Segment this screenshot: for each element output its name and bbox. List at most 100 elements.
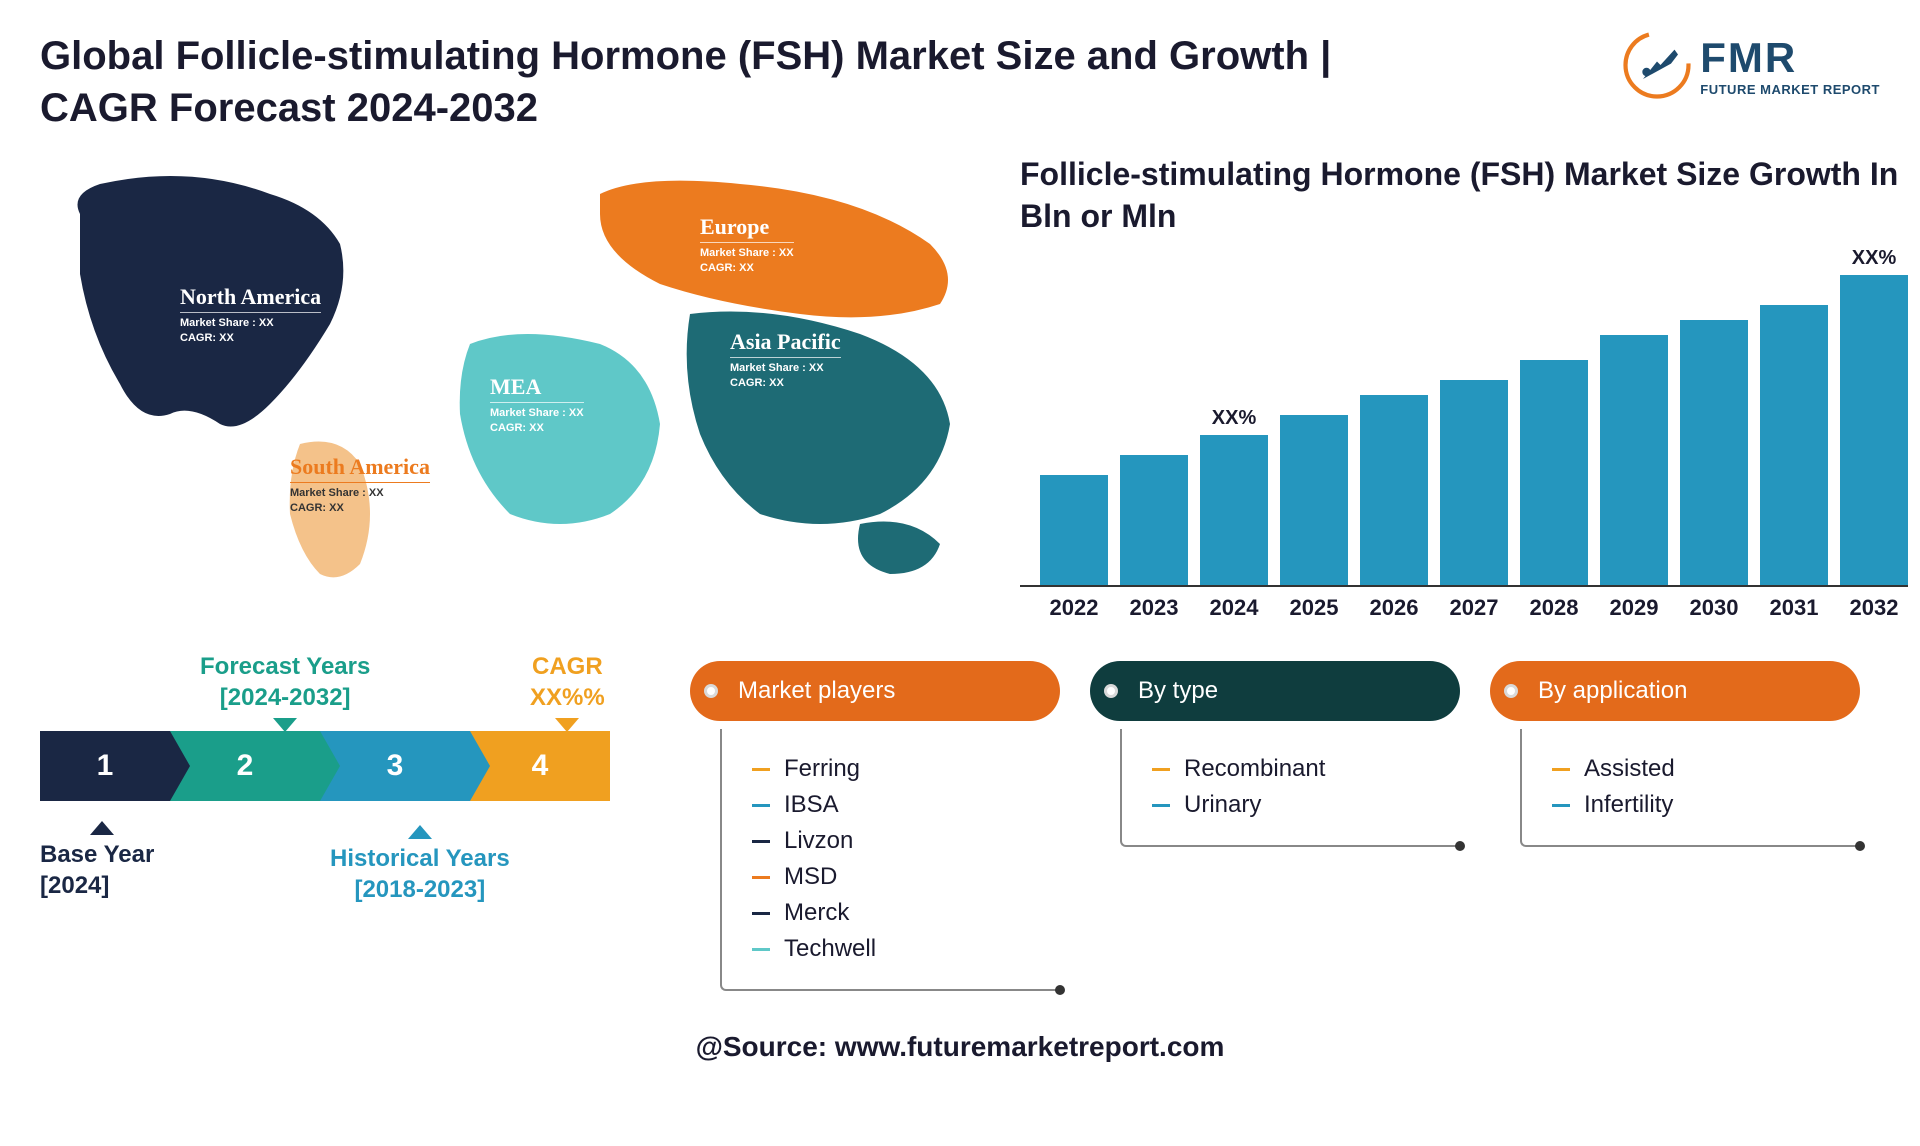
x-label: 2032	[1840, 595, 1908, 621]
column-pill: By application	[1490, 661, 1860, 721]
info-list: Ferring IBSA Livzon MSD Merck Techwell	[720, 729, 1060, 991]
list-item: Infertility	[1552, 791, 1860, 819]
list-item: Livzon	[752, 827, 1060, 855]
item-label: Infertility	[1584, 791, 1673, 819]
info-list: Recombinant Urinary	[1120, 729, 1460, 847]
page-title: Global Follicle-stimulating Hormone (FSH…	[40, 30, 1340, 134]
bar-rect	[1680, 320, 1748, 585]
cagr-annot: CAGR XX%%	[530, 651, 605, 735]
item-label: Urinary	[1184, 791, 1261, 819]
base-annot: Base Year [2024]	[40, 821, 154, 901]
item-tick-icon	[752, 804, 770, 807]
list-item: Techwell	[752, 935, 1060, 963]
bar-2031	[1760, 305, 1828, 585]
region-mea: MEA Market Share : XX CAGR: XX	[490, 374, 584, 437]
bar-rect: XX%	[1200, 435, 1268, 585]
bar-2032: XX%	[1840, 275, 1908, 585]
pill-dot-icon	[1504, 684, 1518, 698]
x-label: 2029	[1600, 595, 1668, 621]
item-label: Assisted	[1584, 755, 1675, 783]
list-item: MSD	[752, 863, 1060, 891]
x-label: 2023	[1120, 595, 1188, 621]
x-label: 2022	[1040, 595, 1108, 621]
source-line: @Source: www.futuremarketreport.com	[40, 1031, 1880, 1063]
column-pill: By type	[1090, 661, 1460, 721]
bar-rect	[1760, 305, 1828, 585]
bar-2023	[1120, 455, 1188, 585]
map-svg	[40, 154, 1000, 584]
item-tick-icon	[1152, 804, 1170, 807]
item-tick-icon	[1552, 768, 1570, 771]
bar-annot-2024: XX%	[1200, 407, 1268, 430]
item-label: Ferring	[784, 755, 860, 783]
bar-2024: XX%	[1200, 435, 1268, 585]
header: Global Follicle-stimulating Hormone (FSH…	[40, 30, 1880, 134]
x-label: 2030	[1680, 595, 1748, 621]
bar-annot-2032: XX%	[1840, 247, 1908, 270]
fmr-logo-icon	[1622, 30, 1692, 100]
list-item: Ferring	[752, 755, 1060, 783]
bar-rect	[1360, 395, 1428, 585]
list-item: Merck	[752, 899, 1060, 927]
bar-rect	[1600, 335, 1668, 585]
x-label: 2028	[1520, 595, 1588, 621]
timeline-bar: 1 2 3 4	[40, 731, 660, 801]
info-column-2: By application Assisted Infertility	[1490, 661, 1860, 991]
item-tick-icon	[752, 840, 770, 843]
bar-2025	[1280, 415, 1348, 585]
info-column-0: Market players Ferring IBSA Livzon MSD Merck T…	[690, 661, 1060, 991]
item-label: Techwell	[784, 935, 876, 963]
list-item: Urinary	[1152, 791, 1460, 819]
item-label: IBSA	[784, 791, 839, 819]
x-label: 2025	[1280, 595, 1348, 621]
pill-title: By application	[1538, 677, 1687, 705]
chart-title: Follicle-stimulating Hormone (FSH) Marke…	[1020, 154, 1908, 237]
pill-dot-icon	[1104, 684, 1118, 698]
bar-2029	[1600, 335, 1668, 585]
timeline-seg-2: 2	[170, 731, 320, 801]
bar-2026	[1360, 395, 1428, 585]
world-map: North America Market Share : XX CAGR: XX…	[40, 154, 1000, 584]
list-item: Recombinant	[1152, 755, 1460, 783]
region-south-america: South America Market Share : XX CAGR: XX	[290, 454, 430, 517]
bar-2030	[1680, 320, 1748, 585]
list-item: Assisted	[1552, 755, 1860, 783]
bar-2027	[1440, 380, 1508, 585]
timeline-seg-3: 3	[320, 731, 470, 801]
x-label: 2027	[1440, 595, 1508, 621]
bar-rect	[1120, 455, 1188, 585]
info-column-1: By type Recombinant Urinary	[1090, 661, 1460, 991]
region-north-america: North America Market Share : XX CAGR: XX	[180, 284, 321, 347]
timeline-seg-1: 1	[40, 731, 170, 801]
bars-container: XX% XX%	[1020, 257, 1908, 587]
item-label: Recombinant	[1184, 755, 1325, 783]
item-tick-icon	[752, 912, 770, 915]
item-tick-icon	[752, 948, 770, 951]
info-list: Assisted Infertility	[1520, 729, 1860, 847]
item-tick-icon	[752, 876, 770, 879]
timeline-seg-4: 4	[470, 731, 610, 801]
pill-title: By type	[1138, 677, 1218, 705]
x-label: 2031	[1760, 595, 1828, 621]
bar-rect	[1440, 380, 1508, 585]
bar-chart: Follicle-stimulating Hormone (FSH) Marke…	[1020, 154, 1908, 621]
info-columns: Market players Ferring IBSA Livzon MSD Merck T…	[690, 661, 1860, 991]
forecast-annot: Forecast Years [2024-2032]	[200, 651, 370, 735]
region-europe: Europe Market Share : XX CAGR: XX	[700, 214, 794, 277]
logo-main-text: FMR	[1700, 34, 1880, 82]
region-asia-pacific: Asia Pacific Market Share : XX CAGR: XX	[730, 329, 841, 392]
logo: FMR FUTURE MARKET REPORT	[1622, 30, 1880, 100]
x-label: 2026	[1360, 595, 1428, 621]
item-label: Merck	[784, 899, 849, 927]
item-tick-icon	[1552, 804, 1570, 807]
x-axis-labels: 2022202320242025202620272028202920302031…	[1020, 595, 1908, 621]
bar-rect	[1280, 415, 1348, 585]
item-tick-icon	[1152, 768, 1170, 771]
top-section: North America Market Share : XX CAGR: XX…	[40, 154, 1880, 621]
item-label: Livzon	[784, 827, 853, 855]
bar-2022	[1040, 475, 1108, 585]
bar-2028	[1520, 360, 1588, 585]
bar-rect	[1040, 475, 1108, 585]
column-pill: Market players	[690, 661, 1060, 721]
bar-rect	[1520, 360, 1588, 585]
